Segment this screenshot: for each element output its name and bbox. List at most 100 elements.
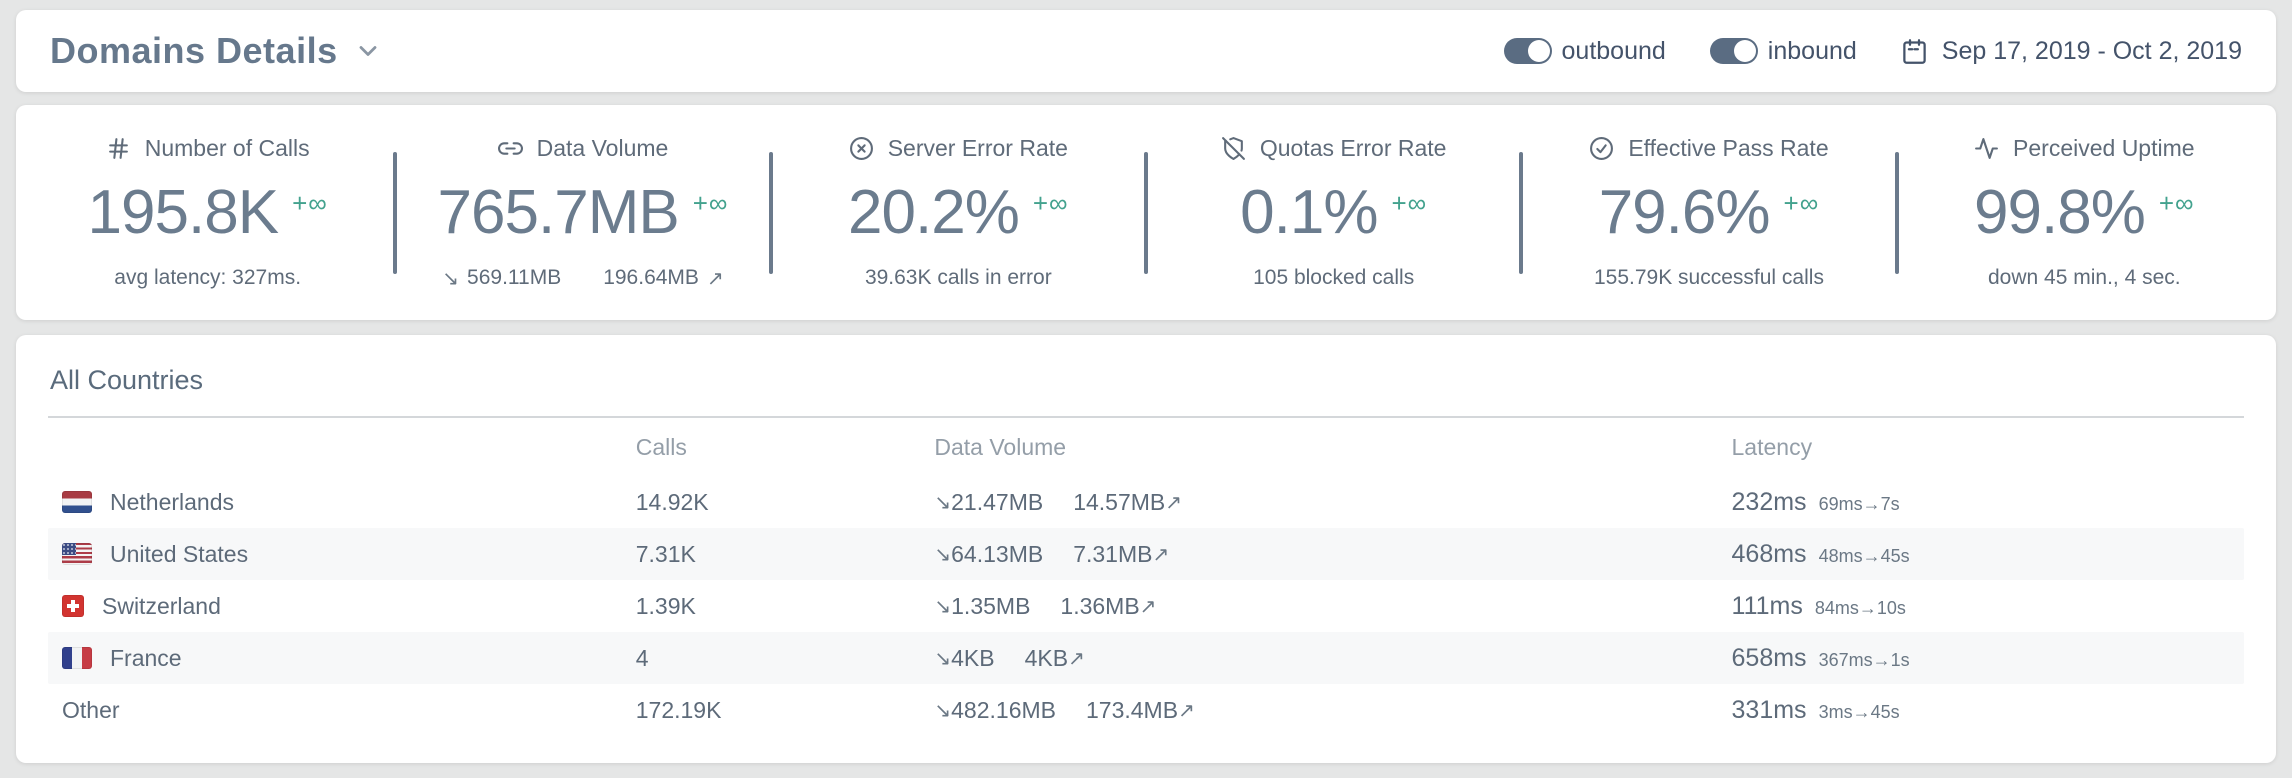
latency-range: 69ms→7s — [1818, 493, 1900, 514]
kpi-subtext: 155.79K successful calls — [1593, 266, 1824, 289]
data-volume-value: ↘ 4KB 4KB ↗ — [926, 645, 1723, 672]
kpi-infinity-badge: +∞ — [2158, 188, 2195, 218]
arrow-up-right-icon: ↗ — [1139, 595, 1157, 618]
volume-in: 64.13MB — [951, 540, 1044, 567]
kpi-divider — [1143, 151, 1148, 274]
column-header-calls: Calls — [635, 433, 687, 460]
chevron-down-icon[interactable] — [354, 37, 382, 65]
latency-value: 658ms — [1731, 643, 1807, 672]
hash-icon — [106, 136, 131, 161]
volume-out: 7.31MB — [1073, 540, 1153, 567]
latency-range: 48ms→45s — [1818, 545, 1910, 566]
date-range-value: Sep 17, 2019 - Oct 2, 2019 — [1941, 36, 2242, 65]
kpi-infinity-badge: +∞ — [692, 187, 729, 218]
calls-value: 4 — [635, 644, 649, 671]
volume-in: 1.35MB — [951, 592, 1031, 619]
switzerland-flag-icon — [62, 595, 84, 617]
table-row-france[interactable]: France 4 ↘ 4KB 4KB ↗ 658ms 367ms→1s — [48, 632, 2244, 684]
kpi-subtext: 105 blocked calls — [1253, 266, 1415, 289]
outbound-toggle[interactable] — [1503, 38, 1552, 64]
table-row-united-states[interactable]: United States 7.31K ↘ 64.13MB 7.31MB ↗ 4… — [48, 528, 2244, 580]
header-bar: Domains Details outbound inbound Sep 17,… — [16, 10, 2276, 92]
kpi-strip: Number of Calls 195.8K +∞ avg latency: 3… — [16, 105, 2276, 320]
kpi-quotas-error-rate: Quotas Error Rate 0.1% +∞ 105 blocked ca… — [1148, 105, 1519, 320]
latency-value: 331ms — [1731, 695, 1807, 724]
kpi-server-error-rate: Server Error Rate 20.2% +∞ 39.63K calls … — [773, 105, 1144, 320]
country-name: United States — [110, 540, 249, 567]
kpi-infinity-badge: +∞ — [292, 188, 328, 218]
kpi-subtext: ↘ 569.11MB 196.64MB ↗ — [442, 266, 723, 291]
toggle-knob — [1527, 40, 1550, 62]
kpi-perceived-uptime: Perceived Uptime 99.8% +∞ down 45 min., … — [1899, 105, 2270, 320]
volume-in: 482.16MB — [951, 696, 1056, 723]
volume-out: 173.4MB — [1086, 696, 1179, 723]
inbound-toggle-group[interactable]: inbound — [1709, 37, 1857, 66]
latency-value: 232ms — [1731, 487, 1807, 516]
data-volume-value: ↘ 482.16MB 173.4MB ↗ — [926, 697, 1723, 724]
column-header-data-volume: Data Volume — [934, 433, 1067, 460]
table-header-row: Calls Data Volume Latency — [48, 418, 2244, 476]
kpi-label: Perceived Uptime — [2013, 135, 2195, 161]
outbound-toggle-label: outbound — [1561, 36, 1666, 65]
page-title-dropdown[interactable]: Domains Details — [50, 30, 382, 72]
kpi-value: 765.7MB — [437, 177, 680, 247]
kpi-divider — [1894, 151, 1899, 274]
country-name: Other — [62, 696, 120, 723]
volume-out: 4KB — [1024, 644, 1069, 671]
table-title: All Countries — [50, 365, 204, 395]
volume-in: 4KB — [951, 644, 995, 671]
kpi-divider — [1519, 151, 1524, 274]
latency-range: 84ms→10s — [1814, 597, 1906, 618]
kpi-number-of-calls: Number of Calls 195.8K +∞ avg latency: 3… — [22, 105, 393, 320]
country-name: France — [110, 644, 182, 671]
kpi-label: Quotas Error Rate — [1259, 135, 1447, 161]
arrow-up-right-icon: ↗ — [1165, 491, 1183, 514]
shield-off-icon — [1221, 136, 1246, 161]
table-row-netherlands[interactable]: Netherlands 14.92K ↘ 21.47MB 14.57MB ↗ 2… — [48, 476, 2244, 528]
country-name: Netherlands — [110, 488, 235, 515]
latency-range: 3ms→45s — [1818, 701, 1900, 722]
kpi-effective-pass-rate: Effective Pass Rate 79.6% +∞ 155.79K suc… — [1523, 105, 1894, 320]
united-states-flag-icon — [62, 543, 92, 565]
volume-out: 196.64MB — [603, 266, 699, 289]
kpi-subtext: down 45 min., 4 sec. — [1988, 266, 2181, 289]
volume-in: 569.11MB — [467, 266, 562, 289]
latency-value: 468ms — [1731, 539, 1807, 568]
arrow-down-right-icon: ↘ — [934, 647, 952, 670]
table-divider — [48, 416, 2244, 418]
countries-table-card: All Countries Calls Data Volume Latency … — [16, 335, 2276, 763]
table-row-other[interactable]: Other 172.19K ↘ 482.16MB 173.4MB ↗ 331ms… — [48, 684, 2244, 736]
volume-out: 14.57MB — [1073, 488, 1166, 515]
calls-value: 172.19K — [635, 696, 722, 723]
volume-out: 1.36MB — [1060, 592, 1140, 619]
kpi-value: 195.8K — [87, 178, 280, 247]
kpi-divider — [393, 151, 398, 274]
kpi-label: Effective Pass Rate — [1628, 135, 1829, 161]
table-row-switzerland[interactable]: Switzerland 1.39K ↘ 1.35MB 1.36MB ↗ 111m… — [48, 580, 2244, 632]
france-flag-icon — [62, 647, 92, 669]
check-circle-icon — [1589, 136, 1614, 161]
kpi-subtext: avg latency: 327ms. — [114, 266, 302, 289]
kpi-divider — [768, 151, 773, 274]
kpi-infinity-badge: +∞ — [1783, 188, 1820, 218]
kpi-value: 20.2% — [848, 178, 1020, 247]
kpi-infinity-badge: +∞ — [1391, 188, 1428, 218]
kpi-value: 99.8% — [1974, 178, 2146, 247]
outbound-toggle-group[interactable]: outbound — [1503, 36, 1666, 66]
inbound-toggle[interactable] — [1709, 38, 1758, 64]
kpi-value: 79.6% — [1598, 178, 1771, 247]
netherlands-flag-icon — [62, 491, 92, 513]
arrow-down-right-icon: ↘ — [934, 491, 952, 514]
calls-value: 14.92K — [635, 488, 709, 515]
kpi-label: Server Error Rate — [887, 135, 1068, 161]
toggle-knob — [1733, 40, 1756, 62]
arrow-down-right-icon: ↘ — [934, 543, 952, 566]
calendar-icon — [1901, 38, 1928, 65]
date-range-picker[interactable]: Sep 17, 2019 - Oct 2, 2019 — [1901, 37, 2242, 66]
latency-value: 111ms — [1731, 591, 1803, 620]
activity-icon — [1974, 136, 1999, 161]
link-icon — [497, 136, 523, 161]
calls-value: 1.39K — [635, 592, 696, 619]
arrow-up-right-icon: ↗ — [1178, 699, 1195, 722]
